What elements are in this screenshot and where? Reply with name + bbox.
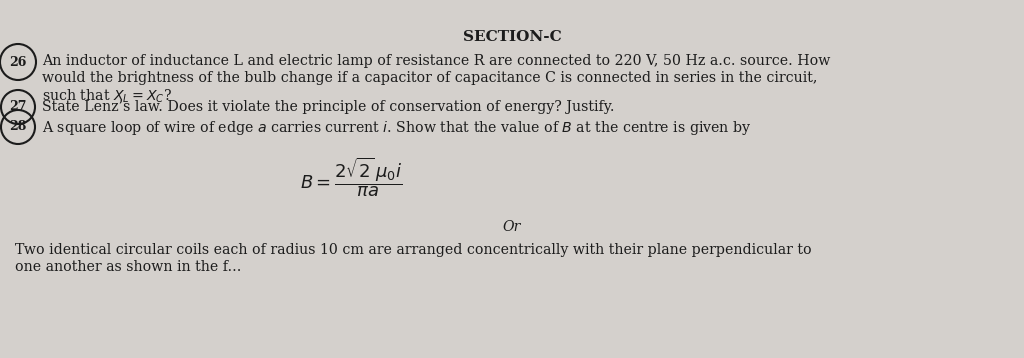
Text: SECTION-C: SECTION-C — [463, 30, 561, 44]
Text: 26: 26 — [9, 55, 27, 68]
Text: Or: Or — [503, 220, 521, 234]
Text: one another as shown in the f...: one another as shown in the f... — [15, 260, 242, 274]
Text: An inductor of inductance L and electric lamp of resistance R are connected to 2: An inductor of inductance L and electric… — [42, 54, 830, 68]
Text: State Lenz’s law. Does it violate the principle of conservation of energy? Justi: State Lenz’s law. Does it violate the pr… — [42, 100, 614, 114]
Text: A square loop of wire of edge $a$ carries current $i$. Show that the value of $B: A square loop of wire of edge $a$ carrie… — [42, 119, 752, 137]
Text: such that $X_L = X_C$?: such that $X_L = X_C$? — [42, 88, 172, 105]
Text: $B = \dfrac{2\sqrt{2}\,\mu_0 i}{\pi a}$: $B = \dfrac{2\sqrt{2}\,\mu_0 i}{\pi a}$ — [300, 155, 402, 199]
Text: Two identical circular coils each of radius 10 cm are arranged concentrically wi: Two identical circular coils each of rad… — [15, 243, 812, 257]
Text: 27: 27 — [9, 101, 27, 113]
Text: 28: 28 — [9, 121, 27, 134]
Text: would the brightness of the bulb change if a capacitor of capacitance C is conne: would the brightness of the bulb change … — [42, 71, 817, 85]
